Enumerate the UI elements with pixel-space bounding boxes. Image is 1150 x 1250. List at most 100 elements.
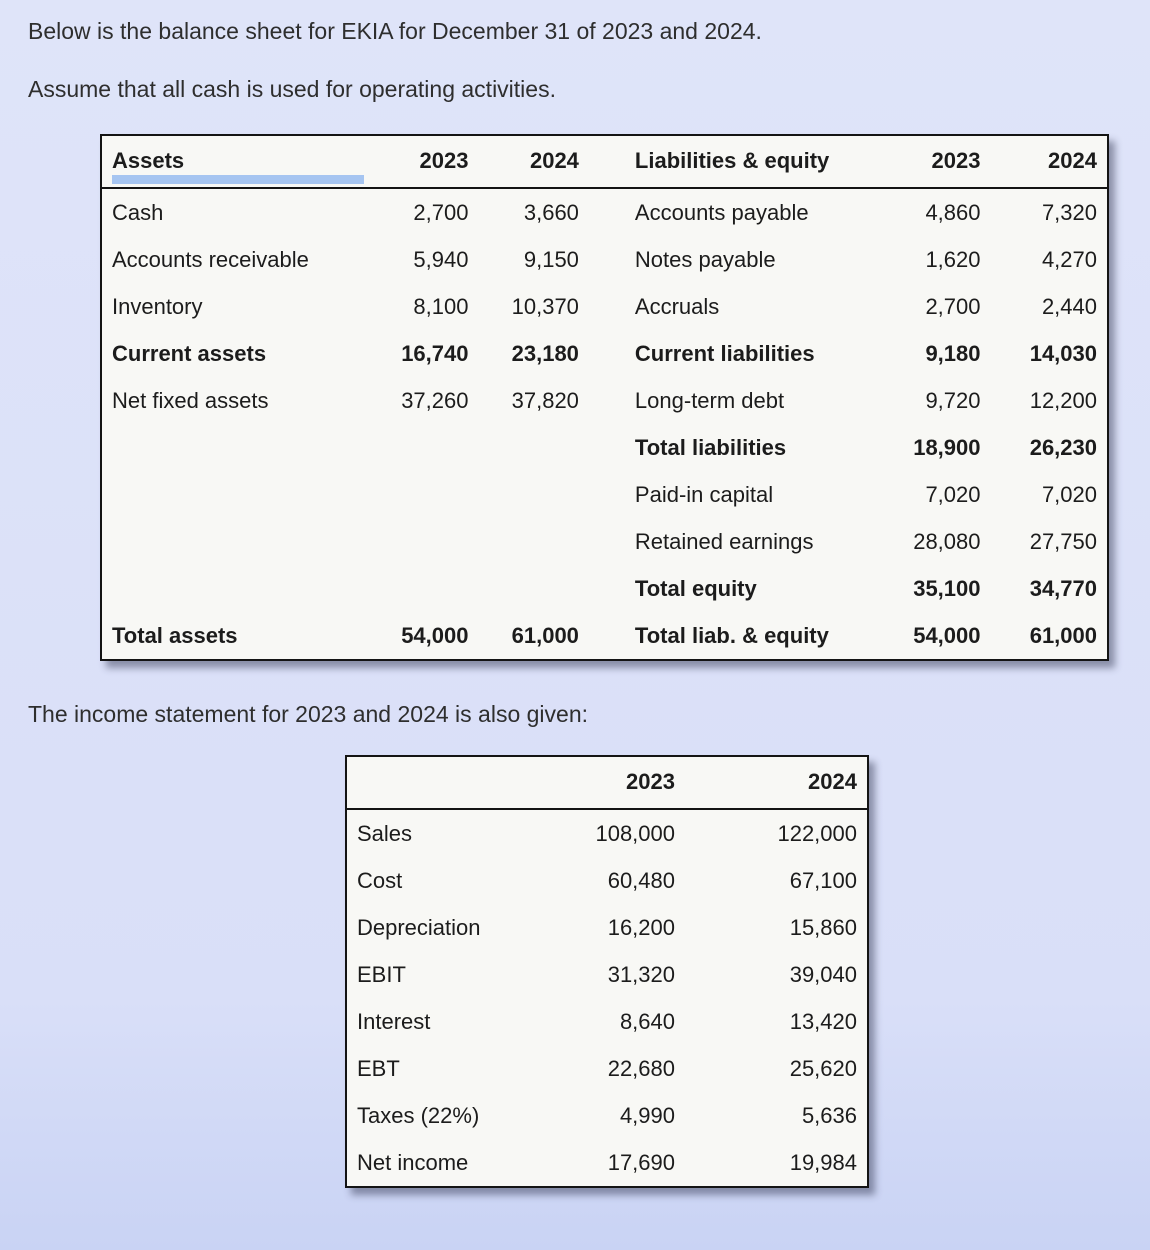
- is-2024-value: 13,420: [789, 1009, 857, 1034]
- is-row-label: EBIT: [357, 962, 406, 987]
- bs-asset-label: [102, 565, 373, 612]
- bs-liability-label: Retained earnings: [634, 529, 814, 554]
- balance-sheet-row: Current assets 16,740 23,180 Current liabil…: [102, 330, 1107, 377]
- bs-liability-2023-value: 35,100: [913, 576, 981, 601]
- is-2024-value: 15,860: [789, 915, 857, 940]
- bs-liability-2024-value: 2,440: [1041, 294, 1097, 319]
- bs-liability-2024-value: 7,320: [1041, 200, 1097, 225]
- is-row-label: Taxes (22%): [357, 1103, 480, 1128]
- income-statement-row: Taxes (22%) 4,990 5,636: [347, 1092, 867, 1139]
- balance-sheet-row: Cash 2,700 3,660 Accounts payable 4,860 7,320: [102, 188, 1107, 236]
- bs-asset-label: Total assets: [112, 623, 238, 648]
- bs-asset-2024-value: [478, 565, 588, 612]
- is-2024-value: 67,100: [789, 868, 857, 893]
- assets-header-label: Assets: [112, 148, 185, 173]
- bs-liability-label: Notes payable: [634, 247, 776, 272]
- income-year-2024-header: 2024: [685, 757, 867, 810]
- income-statement-table: 2023 2024 Sales 108,000 122,000 Cost 60,480 6…: [345, 755, 869, 1188]
- bs-liability-label: Accruals: [634, 294, 720, 319]
- bs-asset-2023-value: 2,700: [413, 200, 469, 225]
- assets-year-2024-header: 2024: [478, 136, 589, 189]
- income-statement-row: EBT 22,680 25,620: [347, 1045, 867, 1092]
- income-statement-row: EBIT 31,320 39,040: [347, 951, 867, 998]
- bs-liability-2023-value: 54,000: [913, 623, 981, 648]
- is-2024-value: 25,620: [789, 1056, 857, 1081]
- income-statement-header-row: 2023 2024: [347, 757, 867, 810]
- bs-liability-2023-value: 4,860: [925, 200, 981, 225]
- is-2023-value: 4,990: [619, 1103, 675, 1128]
- income-statement-row: Sales 108,000 122,000: [347, 809, 867, 857]
- bs-liability-label: Current liabilities: [634, 341, 815, 366]
- bs-asset-2023-value: 8,100: [413, 294, 469, 319]
- bs-asset-2023-value: 5,940: [413, 247, 469, 272]
- income-year-2023-header: 2023: [527, 757, 685, 810]
- liabilities-column-header: Liabilities & equity: [588, 136, 886, 189]
- bs-asset-label: Accounts receivable: [112, 247, 309, 272]
- bs-asset-label: [102, 424, 373, 471]
- income-statement-intro: The income statement for 2023 and 2024 i…: [28, 701, 589, 727]
- balance-sheet-row: Total liabilities 18,900 26,230: [102, 424, 1107, 471]
- bs-asset-2023-value: [373, 518, 478, 565]
- bs-liability-label: Total equity: [634, 576, 757, 601]
- is-row-label: Interest: [357, 1009, 431, 1034]
- is-row-label: Cost: [357, 868, 403, 893]
- is-row-label: Sales: [357, 821, 413, 846]
- bs-asset-label: [102, 471, 373, 518]
- bs-liability-2024-value: 34,770: [1029, 576, 1097, 601]
- bs-liability-2024-value: 61,000: [1029, 623, 1097, 648]
- income-statement: 2023 2024 Sales 108,000 122,000 Cost 60,480 6…: [347, 757, 867, 1186]
- bs-asset-2024-value: [478, 424, 588, 471]
- bs-liability-label: Total liab. & equity: [634, 623, 829, 648]
- balance-sheet-row: Total equity 35,100 34,770: [102, 565, 1107, 612]
- bs-liability-label: Paid-in capital: [634, 482, 774, 507]
- is-2023-value: 31,320: [607, 962, 675, 987]
- bs-asset-2023-value: 37,260: [401, 388, 469, 413]
- balance-sheet-row: Total assets 54,000 61,000 Total liab. & eq…: [102, 612, 1107, 659]
- bs-asset-2024-value: 9,150: [523, 247, 579, 272]
- bs-asset-2023-value: [373, 424, 478, 471]
- bs-asset-2024-value: [478, 518, 588, 565]
- assets-column-header: Assets: [102, 136, 374, 189]
- income-label-header: [347, 757, 527, 810]
- bs-liability-2023-value: 1,620: [925, 247, 981, 272]
- is-2024-value: 5,636: [801, 1103, 857, 1128]
- bs-liability-2024-value: 4,270: [1041, 247, 1097, 272]
- balance-sheet: Assets 2023 2024 Liabilities & equity 20…: [102, 136, 1107, 659]
- bs-liability-2023-value: 9,180: [925, 341, 981, 366]
- intro-line-2: Assume that all cash is used for operati…: [28, 76, 556, 102]
- assets-year-2023-header: 2023: [373, 136, 479, 189]
- bs-asset-2024-value: [478, 471, 588, 518]
- bs-liability-2023-value: 18,900: [913, 435, 981, 460]
- is-2023-value: 8,640: [619, 1009, 675, 1034]
- bs-liability-2023-value: 2,700: [925, 294, 981, 319]
- bs-liability-2023-value: 9,720: [925, 388, 981, 413]
- is-row-label: Net income: [357, 1150, 469, 1175]
- balance-sheet-row: Net fixed assets 37,260 37,820 Long-term de…: [102, 377, 1107, 424]
- is-row-label: Depreciation: [357, 915, 481, 940]
- page: Below is the balance sheet for EKIA for …: [28, 18, 1109, 1188]
- bs-asset-label: [102, 518, 373, 565]
- is-2024-value: 19,984: [789, 1150, 857, 1175]
- liabilities-year-2023-header: 2023: [885, 136, 991, 189]
- bs-asset-2023-value: 16,740: [401, 341, 469, 366]
- is-row-label: EBT: [357, 1056, 400, 1081]
- balance-sheet-row: Paid-in capital 7,020 7,020: [102, 471, 1107, 518]
- bs-liability-2023-value: 28,080: [913, 529, 981, 554]
- is-2024-value: 39,040: [789, 962, 857, 987]
- bs-asset-label: Current assets: [112, 341, 267, 366]
- bs-asset-label: Cash: [112, 200, 164, 225]
- bs-liability-label: Total liabilities: [634, 435, 787, 460]
- balance-sheet-header-row: Assets 2023 2024 Liabilities & equity 20…: [102, 136, 1107, 189]
- bs-asset-2023-value: [373, 565, 478, 612]
- balance-sheet-row: Accounts receivable 5,940 9,150 Notes payab…: [102, 236, 1107, 283]
- balance-sheet-row: Retained earnings 28,080 27,750: [102, 518, 1107, 565]
- bs-asset-2023-value: 54,000: [401, 623, 469, 648]
- bs-liability-2024-value: 7,020: [1041, 482, 1097, 507]
- income-statement-row: Interest 8,640 13,420: [347, 998, 867, 1045]
- is-2023-value: 17,690: [607, 1150, 675, 1175]
- bs-asset-label: Inventory: [112, 294, 203, 319]
- assets-underline-highlight: [112, 175, 364, 184]
- bs-liability-2023-value: 7,020: [925, 482, 981, 507]
- income-statement-row: Cost 60,480 67,100: [347, 857, 867, 904]
- bs-asset-label: Net fixed assets: [112, 388, 269, 413]
